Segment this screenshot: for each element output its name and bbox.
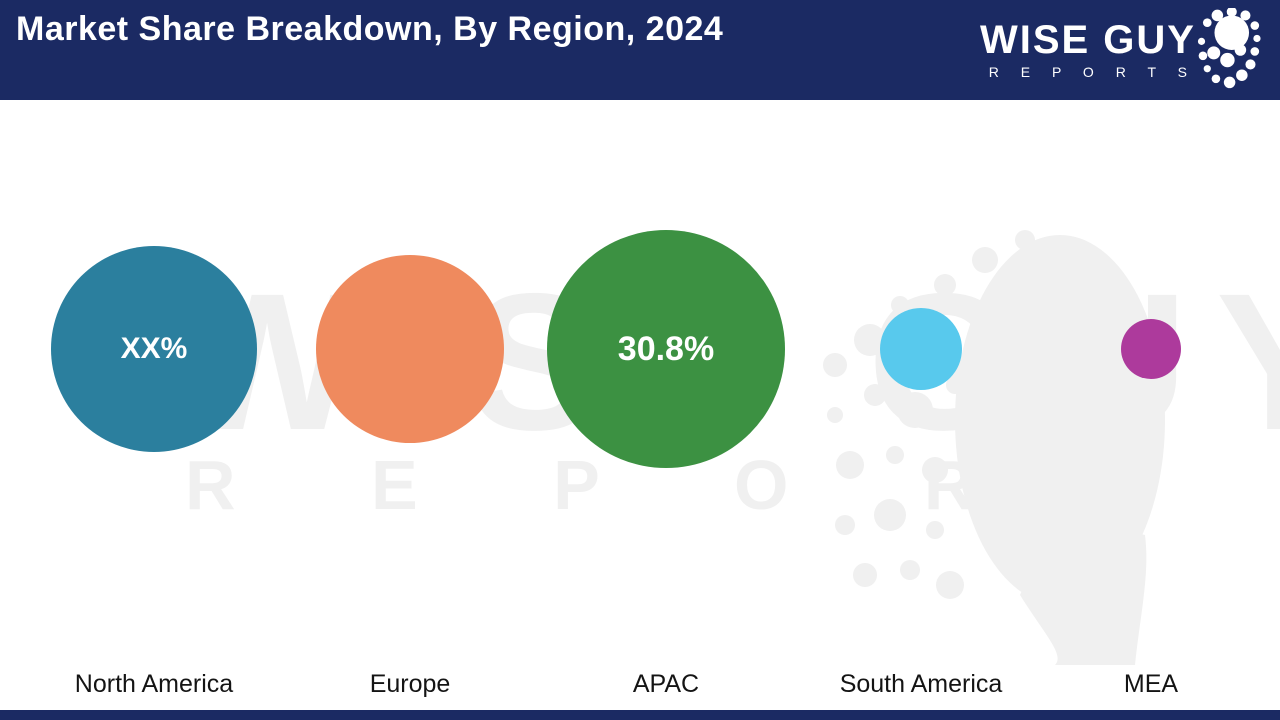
bubble-apac: 30.8%	[547, 230, 785, 468]
bubble-europe	[316, 255, 504, 443]
bubble-south-america	[880, 308, 962, 390]
bubble-mea	[1121, 319, 1181, 379]
logo-head-icon	[1197, 8, 1261, 89]
logo-text: WISE GUY R E P O R T S	[980, 20, 1196, 80]
category-label-mea: MEA	[1123, 670, 1179, 698]
bubble-value-label: 30.8%	[617, 329, 715, 368]
logo: WISE GUY R E P O R T S	[980, 8, 1262, 92]
page-title: Market Share Breakdown, By Region, 2024	[16, 10, 724, 48]
category-label-apac: APAC	[632, 670, 700, 698]
category-label-north-america: North America	[74, 670, 234, 698]
watermark-subtext: R E P O R T S	[185, 446, 1280, 524]
watermark-head-silhouette	[823, 230, 1165, 665]
footer-bar	[0, 710, 1280, 720]
chart-area: WISE GUY R E P O R T S	[0, 100, 1280, 710]
bubble-north-america: XX%	[51, 246, 257, 452]
logo-subtext: R E P O R T S	[988, 64, 1196, 80]
category-label-europe: Europe	[369, 670, 451, 698]
bubble-value-label: XX%	[120, 332, 188, 365]
category-label-south-america: South America	[839, 670, 1003, 698]
logo-wordmark: WISE GUY	[979, 18, 1196, 62]
header: Market Share Breakdown, By Region, 2024 …	[0, 0, 1280, 100]
